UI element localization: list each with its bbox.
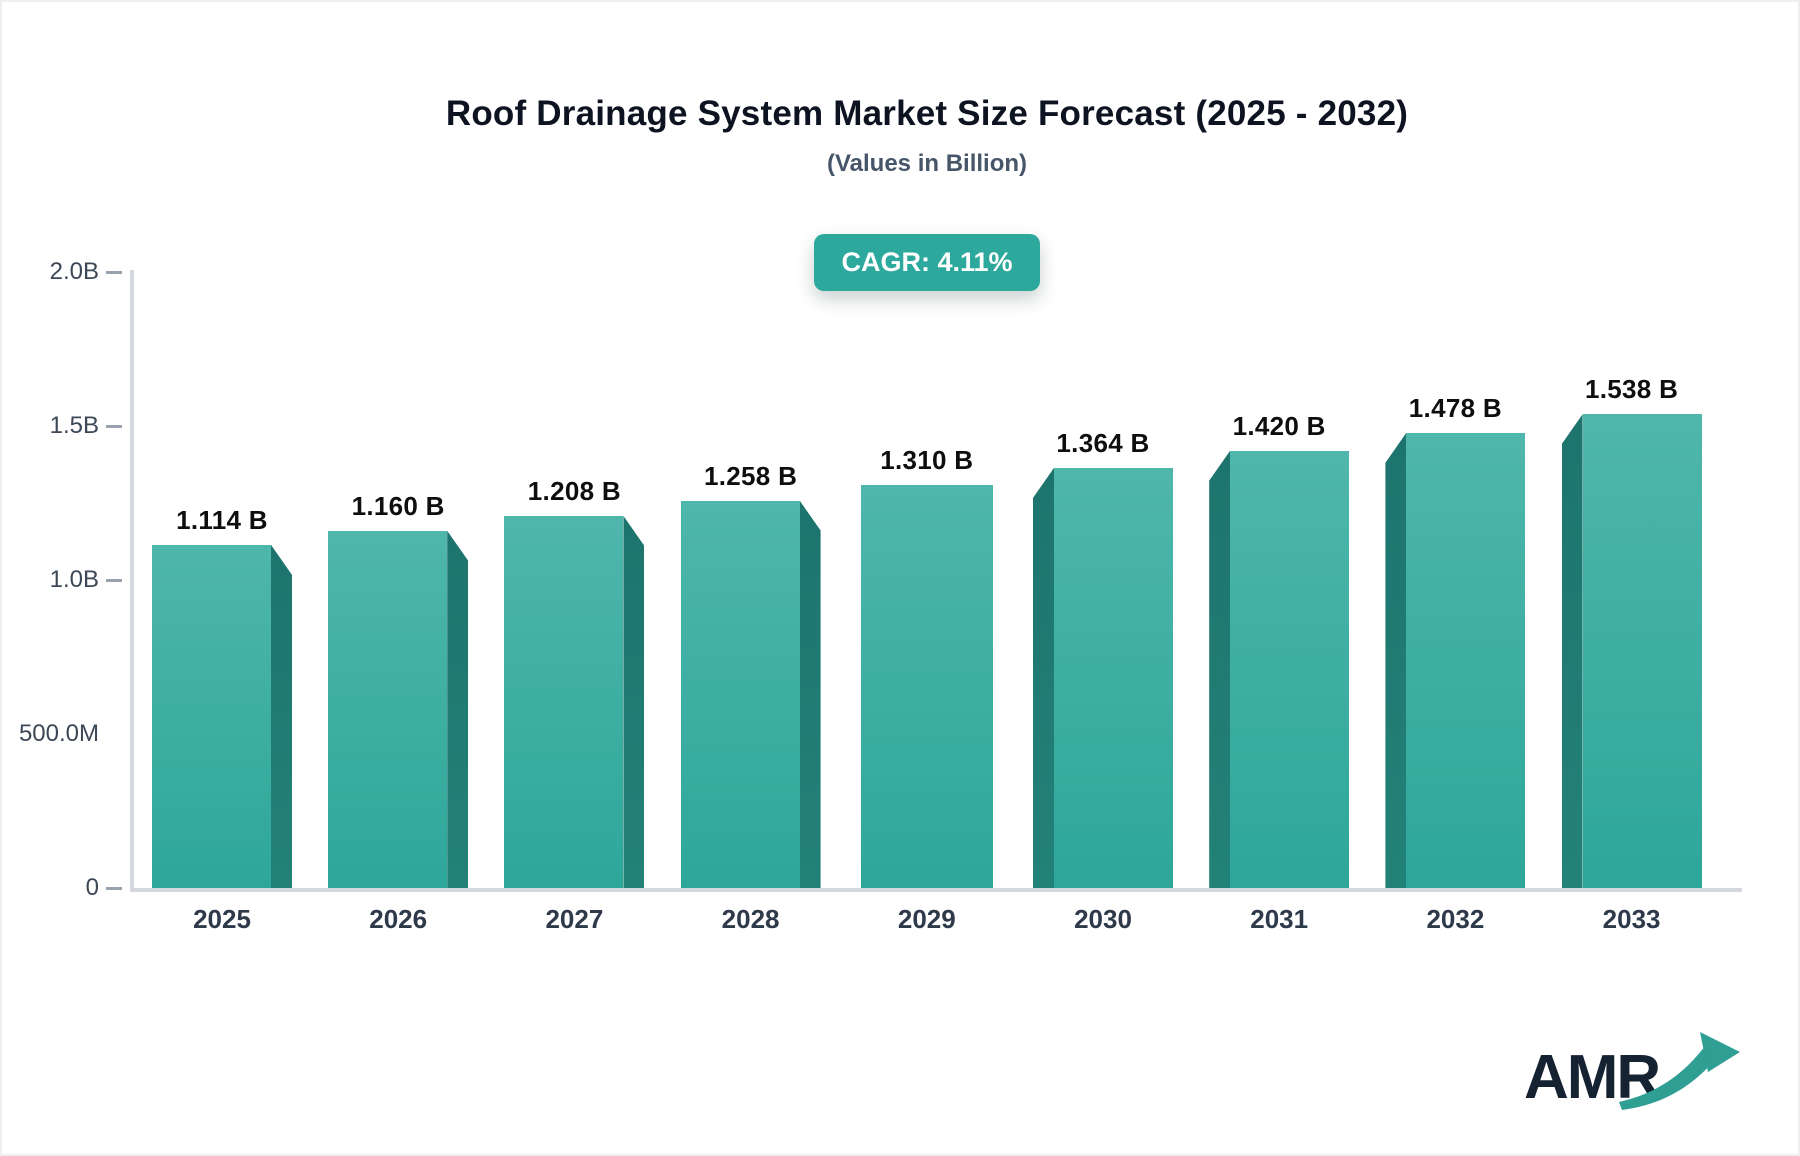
bar-side-face (1209, 450, 1231, 888)
x-axis-label: 2027 (545, 904, 604, 934)
y-axis-tick-mark (106, 579, 122, 582)
y-axis-tick-label: 0 (85, 874, 99, 901)
x-axis-label: 2025 (193, 904, 251, 934)
x-axis-label: 2032 (1426, 904, 1485, 934)
bar-2025[interactable] (152, 544, 271, 888)
bar-value-label: 1.420 B (1232, 410, 1326, 441)
x-axis-label: 2026 (369, 904, 428, 934)
x-axis-label: 2028 (721, 904, 780, 934)
bar-2027[interactable] (504, 515, 624, 888)
bar-2030[interactable] (1054, 467, 1173, 888)
bar-2026[interactable] (328, 530, 448, 888)
x-axis-label: 2031 (1250, 904, 1309, 934)
bar-2029[interactable] (860, 484, 993, 888)
bar-side-face (623, 515, 645, 888)
bar-value-label: 1.208 B (527, 475, 621, 506)
y-axis-tick-label: 2.0B (49, 258, 99, 285)
chart-header: Roof Drainage System Market Size Forecas… (27, 2, 1798, 291)
chart-title: Roof Drainage System Market Size Forecas… (445, 94, 1409, 133)
y-axis-tick-label: 500.0M (18, 720, 99, 747)
growth-arrow-icon (1619, 1032, 1740, 1110)
bar-2028[interactable] (680, 500, 800, 888)
bar-value-label: 1.478 B (1408, 392, 1502, 423)
y-axis-tick-mark (106, 271, 122, 274)
bar-2033[interactable] (1582, 414, 1702, 888)
x-axis-label: 2033 (1602, 904, 1661, 934)
y-axis-line (130, 270, 134, 890)
y-axis-tick-mark (106, 425, 122, 428)
x-axis-label: 2029 (897, 904, 956, 934)
bar-side-face (447, 530, 469, 888)
amr-logo: AMR (1522, 1024, 1762, 1125)
bar-value-label: 1.538 B (1585, 374, 1679, 405)
x-axis-label: 2030 (1074, 904, 1132, 934)
bar-value-label: 1.160 B (351, 490, 445, 521)
bar-value-label: 1.310 B (880, 444, 974, 475)
x-axis-line (130, 888, 1742, 892)
bar-side-face (271, 544, 292, 888)
bar-2031[interactable] (1230, 450, 1350, 888)
bar-side-face (1561, 414, 1583, 888)
cagr-badge: CAGR: 4.11% (814, 234, 1040, 291)
bar-value-label: 1.114 B (176, 504, 268, 535)
chart-subtitle: (Values in Billion) (826, 150, 1028, 177)
bar-side-face (1033, 467, 1054, 888)
y-axis-tick-label: 1.5B (49, 412, 99, 439)
bar-value-label: 1.364 B (1056, 427, 1150, 458)
bar-side-face (799, 500, 821, 888)
bar-side-face (1385, 432, 1407, 888)
y-axis-tick-mark (106, 887, 122, 890)
bar-value-label: 1.258 B (704, 460, 798, 491)
bar-2032[interactable] (1406, 432, 1526, 888)
y-axis-tick-label: 1.0B (49, 566, 99, 593)
